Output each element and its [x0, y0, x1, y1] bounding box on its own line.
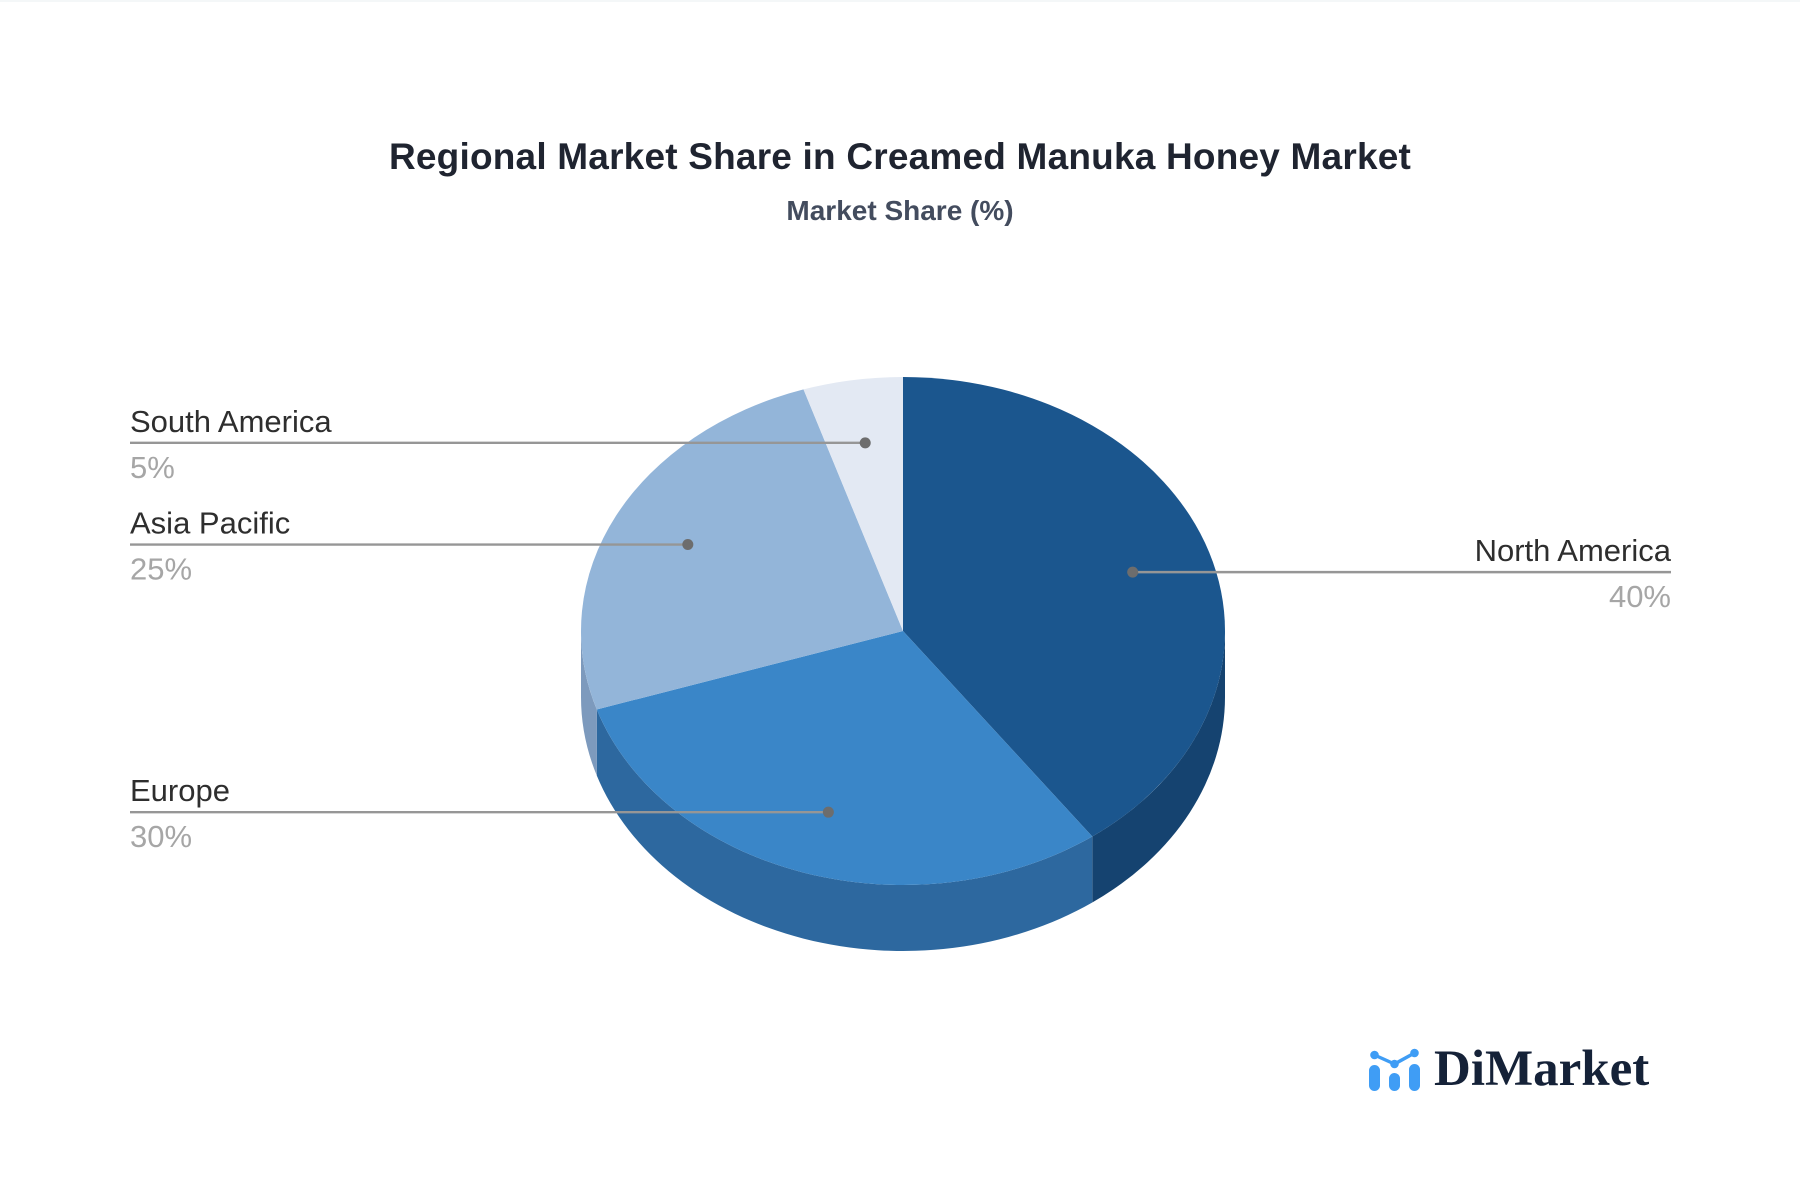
- pie-slice-side-europe: [596, 709, 1093, 952]
- callout-europe: Europe 30%: [130, 773, 834, 854]
- pie-slice-south-america[interactable]: [803, 377, 904, 631]
- callout-label-value: 40%: [1609, 579, 1671, 614]
- callout-south-america: South America 5%: [130, 404, 871, 485]
- dimarket-logo-icon: [1369, 1048, 1420, 1091]
- pie-slice-side-north-america: [1092, 631, 1225, 903]
- pie-slice-north-america[interactable]: [903, 377, 1226, 837]
- chart-subtitle: Market Share (%): [786, 195, 1014, 226]
- dimarket-logo: DiMarket: [1366, 1042, 1649, 1098]
- pie-slice-side-asia-pacific: [581, 631, 597, 776]
- callout-label-name: North America: [1475, 533, 1672, 568]
- callout-north-america: North America 40%: [1127, 533, 1672, 614]
- dimarket-logo-text: DiMarket: [1434, 1041, 1650, 1097]
- callout-label-value: 5%: [130, 450, 175, 485]
- callout-label-name: South America: [130, 404, 332, 439]
- callout-label-name: Asia Pacific: [130, 506, 290, 541]
- pie-slice-asia-pacific[interactable]: [581, 389, 903, 710]
- callout-dot: [1127, 566, 1139, 578]
- pie-slice-europe[interactable]: [596, 631, 1093, 886]
- callout-label-value: 30%: [130, 819, 192, 854]
- callout-label-value: 25%: [130, 552, 192, 587]
- callout-label-name: Europe: [130, 773, 230, 808]
- callout-dot: [822, 806, 834, 818]
- callout-asia-pacific: Asia Pacific 25%: [130, 506, 694, 587]
- chart-title: Regional Market Share in Creamed Manuka …: [388, 136, 1412, 177]
- callout-dot: [859, 437, 871, 449]
- callout-dot: [682, 539, 694, 551]
